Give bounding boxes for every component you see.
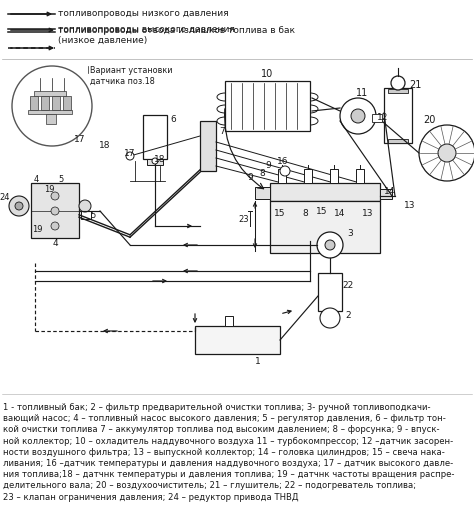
Text: топливопроводы отвода излишков топлива в бак
(низкое давление): топливопроводы отвода излишков топлива в… bbox=[58, 26, 295, 45]
Text: 10: 10 bbox=[261, 69, 273, 79]
Text: 24: 24 bbox=[0, 193, 10, 203]
Bar bbox=[388, 89, 408, 93]
Text: делительного вала; 20 – воздухоочиститель; 21 – глушитель; 22 – подогреватель то: делительного вала; 20 – воздухоочистител… bbox=[3, 481, 416, 490]
Text: 3: 3 bbox=[347, 229, 353, 238]
Bar bbox=[304, 169, 312, 183]
Circle shape bbox=[391, 76, 405, 90]
Bar bbox=[330, 169, 338, 183]
Bar bbox=[380, 189, 392, 199]
Circle shape bbox=[317, 232, 343, 258]
Circle shape bbox=[79, 200, 91, 212]
Bar bbox=[255, 187, 270, 199]
Bar bbox=[143, 115, 167, 159]
Circle shape bbox=[15, 202, 23, 210]
Text: топливопроводы низкого давления: топливопроводы низкого давления bbox=[58, 9, 228, 19]
Bar bbox=[270, 183, 380, 201]
Bar bbox=[147, 159, 163, 165]
Text: 19: 19 bbox=[44, 184, 54, 193]
Text: 17: 17 bbox=[74, 134, 86, 143]
Text: 4: 4 bbox=[33, 176, 38, 184]
Bar bbox=[372, 114, 382, 122]
Text: 5: 5 bbox=[91, 210, 96, 219]
Circle shape bbox=[419, 125, 474, 181]
Text: ния топлива;18 – датчнк температуры и давления топлива; 19 – датчнк частоты вращ: ния топлива;18 – датчнк температуры и да… bbox=[3, 470, 455, 479]
Bar bbox=[41, 96, 49, 110]
Text: 15: 15 bbox=[274, 208, 286, 217]
Bar bbox=[52, 96, 60, 110]
Bar bbox=[28, 110, 72, 114]
Bar bbox=[278, 169, 286, 183]
Text: Вариант установки
датчика поз.18: Вариант установки датчика поз.18 bbox=[90, 66, 173, 85]
Circle shape bbox=[9, 196, 29, 216]
Text: 4: 4 bbox=[52, 240, 58, 249]
Text: 5: 5 bbox=[58, 176, 64, 184]
Circle shape bbox=[438, 144, 456, 162]
Text: 16: 16 bbox=[277, 156, 289, 166]
Text: 8: 8 bbox=[302, 208, 308, 217]
Text: 18: 18 bbox=[99, 141, 111, 150]
Circle shape bbox=[51, 222, 59, 230]
Circle shape bbox=[325, 240, 335, 250]
Bar bbox=[31, 183, 79, 238]
Text: 7: 7 bbox=[219, 127, 225, 135]
Bar bbox=[318, 273, 342, 311]
Text: 8: 8 bbox=[259, 168, 265, 178]
Bar bbox=[225, 316, 233, 326]
Text: 13: 13 bbox=[404, 201, 416, 209]
Bar bbox=[195, 326, 280, 354]
Bar bbox=[270, 201, 380, 253]
Text: 18: 18 bbox=[154, 155, 166, 164]
Circle shape bbox=[126, 152, 134, 160]
Circle shape bbox=[340, 98, 376, 134]
Text: 14: 14 bbox=[334, 208, 346, 217]
Text: кой очистки топлива 7 – аккумулятор топлива под высоким давлением; 8 – форсунка;: кой очистки топлива 7 – аккумулятор топл… bbox=[3, 426, 439, 435]
Circle shape bbox=[351, 109, 365, 123]
Bar bbox=[46, 114, 56, 124]
Text: 19: 19 bbox=[32, 226, 42, 234]
Text: 23 – клапан ограничения давления; 24 – редуктор привода ТНВД: 23 – клапан ограничения давления; 24 – р… bbox=[3, 492, 299, 502]
Text: 20: 20 bbox=[423, 115, 435, 125]
Bar bbox=[81, 211, 91, 219]
Bar bbox=[388, 139, 408, 143]
Text: 6: 6 bbox=[170, 115, 176, 123]
Text: 15: 15 bbox=[316, 206, 328, 216]
Bar bbox=[384, 88, 412, 143]
Text: ной коллектор; 10 – охладитель наддувочного воздуха 11 – турбокомпрессор; 12 –да: ной коллектор; 10 – охладитель наддувочн… bbox=[3, 437, 453, 445]
Bar bbox=[225, 81, 310, 131]
Text: 2: 2 bbox=[345, 312, 351, 320]
Text: вающий насос; 4 – топливный насос высокого давления; 5 – регулятор давления, 6 –: вающий насос; 4 – топливный насос высоко… bbox=[3, 414, 446, 423]
Bar bbox=[34, 91, 66, 96]
Text: 11: 11 bbox=[356, 88, 368, 98]
Text: топливопроводы высокого давления: топливопроводы высокого давления bbox=[58, 26, 235, 34]
Text: 21: 21 bbox=[409, 80, 421, 90]
Bar bbox=[200, 121, 216, 171]
Bar bbox=[356, 169, 364, 183]
Text: 1 - топливный бак; 2 – фильтр предварительной очистки топлива; 3- ручной топливо: 1 - топливный бак; 2 – фильтр предварите… bbox=[3, 403, 430, 412]
Text: 12: 12 bbox=[377, 114, 389, 122]
Text: 23: 23 bbox=[239, 215, 249, 224]
Text: ливания; 16 –датчик температуры и давления наддувочного воздуха; 17 – датчик выс: ливания; 16 –датчик температуры и давлен… bbox=[3, 459, 453, 468]
Bar bbox=[30, 96, 38, 110]
Circle shape bbox=[12, 66, 92, 146]
Circle shape bbox=[152, 158, 158, 164]
Text: 9: 9 bbox=[247, 172, 253, 181]
Bar bbox=[63, 96, 71, 110]
Text: 17: 17 bbox=[124, 148, 136, 157]
Text: 22: 22 bbox=[342, 281, 354, 291]
Text: 1: 1 bbox=[255, 357, 260, 366]
Text: 14: 14 bbox=[384, 188, 395, 196]
Circle shape bbox=[51, 192, 59, 200]
Text: 13: 13 bbox=[362, 208, 374, 217]
Circle shape bbox=[51, 207, 59, 215]
Text: ности воздушного фильтра; 13 – выпускной коллектор; 14 – головка цилиндров; 15 –: ности воздушного фильтра; 13 – выпускной… bbox=[3, 448, 445, 457]
Text: 9: 9 bbox=[265, 160, 271, 169]
Circle shape bbox=[320, 308, 340, 328]
Circle shape bbox=[280, 166, 290, 176]
